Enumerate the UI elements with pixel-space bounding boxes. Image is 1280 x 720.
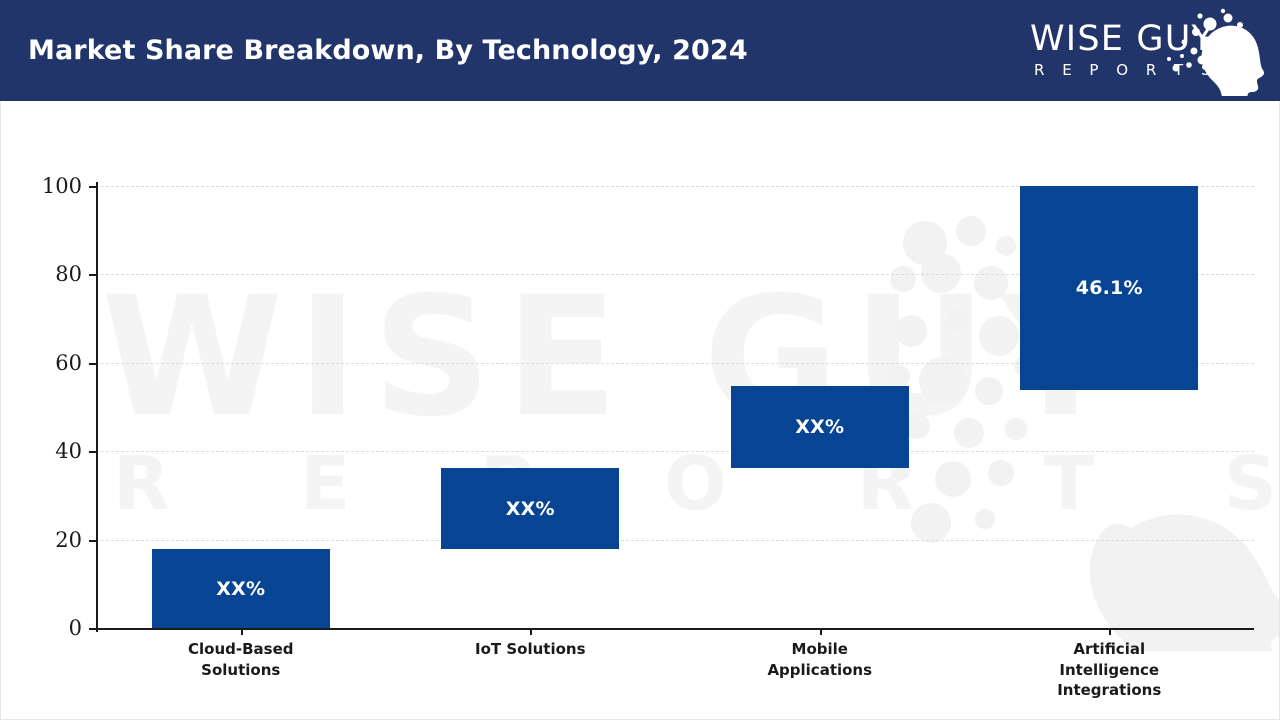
- x-tick-mark: [530, 628, 533, 635]
- bar-value-label: 46.1%: [1075, 276, 1143, 299]
- x-axis-line: [96, 628, 1254, 630]
- bar-1[interactable]: XX%: [151, 549, 330, 628]
- y-tick-label: 20: [55, 527, 82, 552]
- x-tick-label: Cloud-Based Solutions: [188, 640, 294, 679]
- bar-2[interactable]: XX%: [441, 468, 620, 550]
- x-tick-label: IoT Solutions: [475, 640, 586, 658]
- x-tick-mark: [1109, 628, 1112, 635]
- logo-wordmark-line1: WISE GUY: [1030, 19, 1214, 59]
- y-tick-label: 100: [41, 174, 82, 198]
- y-tick-mark: [89, 539, 96, 542]
- y-tick-mark: [89, 186, 96, 188]
- y-tick-label: 40: [55, 439, 82, 464]
- y-tick-label: 60: [55, 350, 82, 375]
- gridline: [96, 274, 1254, 276]
- logo-wordmark-line2: R E P O R T S: [1034, 61, 1217, 79]
- bar-4[interactable]: 46.1%: [1020, 186, 1199, 390]
- y-tick-mark: [89, 628, 96, 630]
- y-tick-label: 0: [68, 616, 82, 640]
- page-title: Market Share Breakdown, By Technology, 2…: [28, 35, 748, 66]
- chart-header: Market Share Breakdown, By Technology, 2…: [0, 0, 1280, 101]
- gridline: [96, 362, 1254, 364]
- bar-value-label: XX%: [505, 497, 555, 520]
- y-tick-label: 80: [55, 262, 82, 287]
- gridline: [96, 451, 1254, 453]
- x-tick-label: Mobile Applications: [767, 640, 873, 679]
- wise-guy-reports-logo: WISE GUY R E P O R T S: [1030, 8, 1265, 96]
- y-tick-mark: [89, 451, 96, 454]
- chart-canvas: WISE GUY R E P O R T S: [0, 101, 1280, 720]
- y-tick-mark: [89, 274, 96, 277]
- gridline: [96, 539, 1254, 541]
- x-tick-mark: [240, 628, 243, 635]
- y-axis-line: [96, 182, 98, 632]
- y-tick-mark: [89, 362, 96, 365]
- bar-3[interactable]: XX%: [730, 386, 909, 469]
- x-tick-mark: [819, 628, 822, 635]
- plot-area: 0 20 40 60 80 100 XX% XX% XX% 46.1%: [42, 174, 1254, 640]
- bar-value-label: XX%: [216, 577, 266, 600]
- gridline: [96, 186, 1254, 187]
- bar-value-label: XX%: [795, 416, 845, 439]
- x-tick-label: Artificial Intelligence Integrations: [1057, 640, 1162, 699]
- logo-head-profile-icon: [1167, 8, 1265, 96]
